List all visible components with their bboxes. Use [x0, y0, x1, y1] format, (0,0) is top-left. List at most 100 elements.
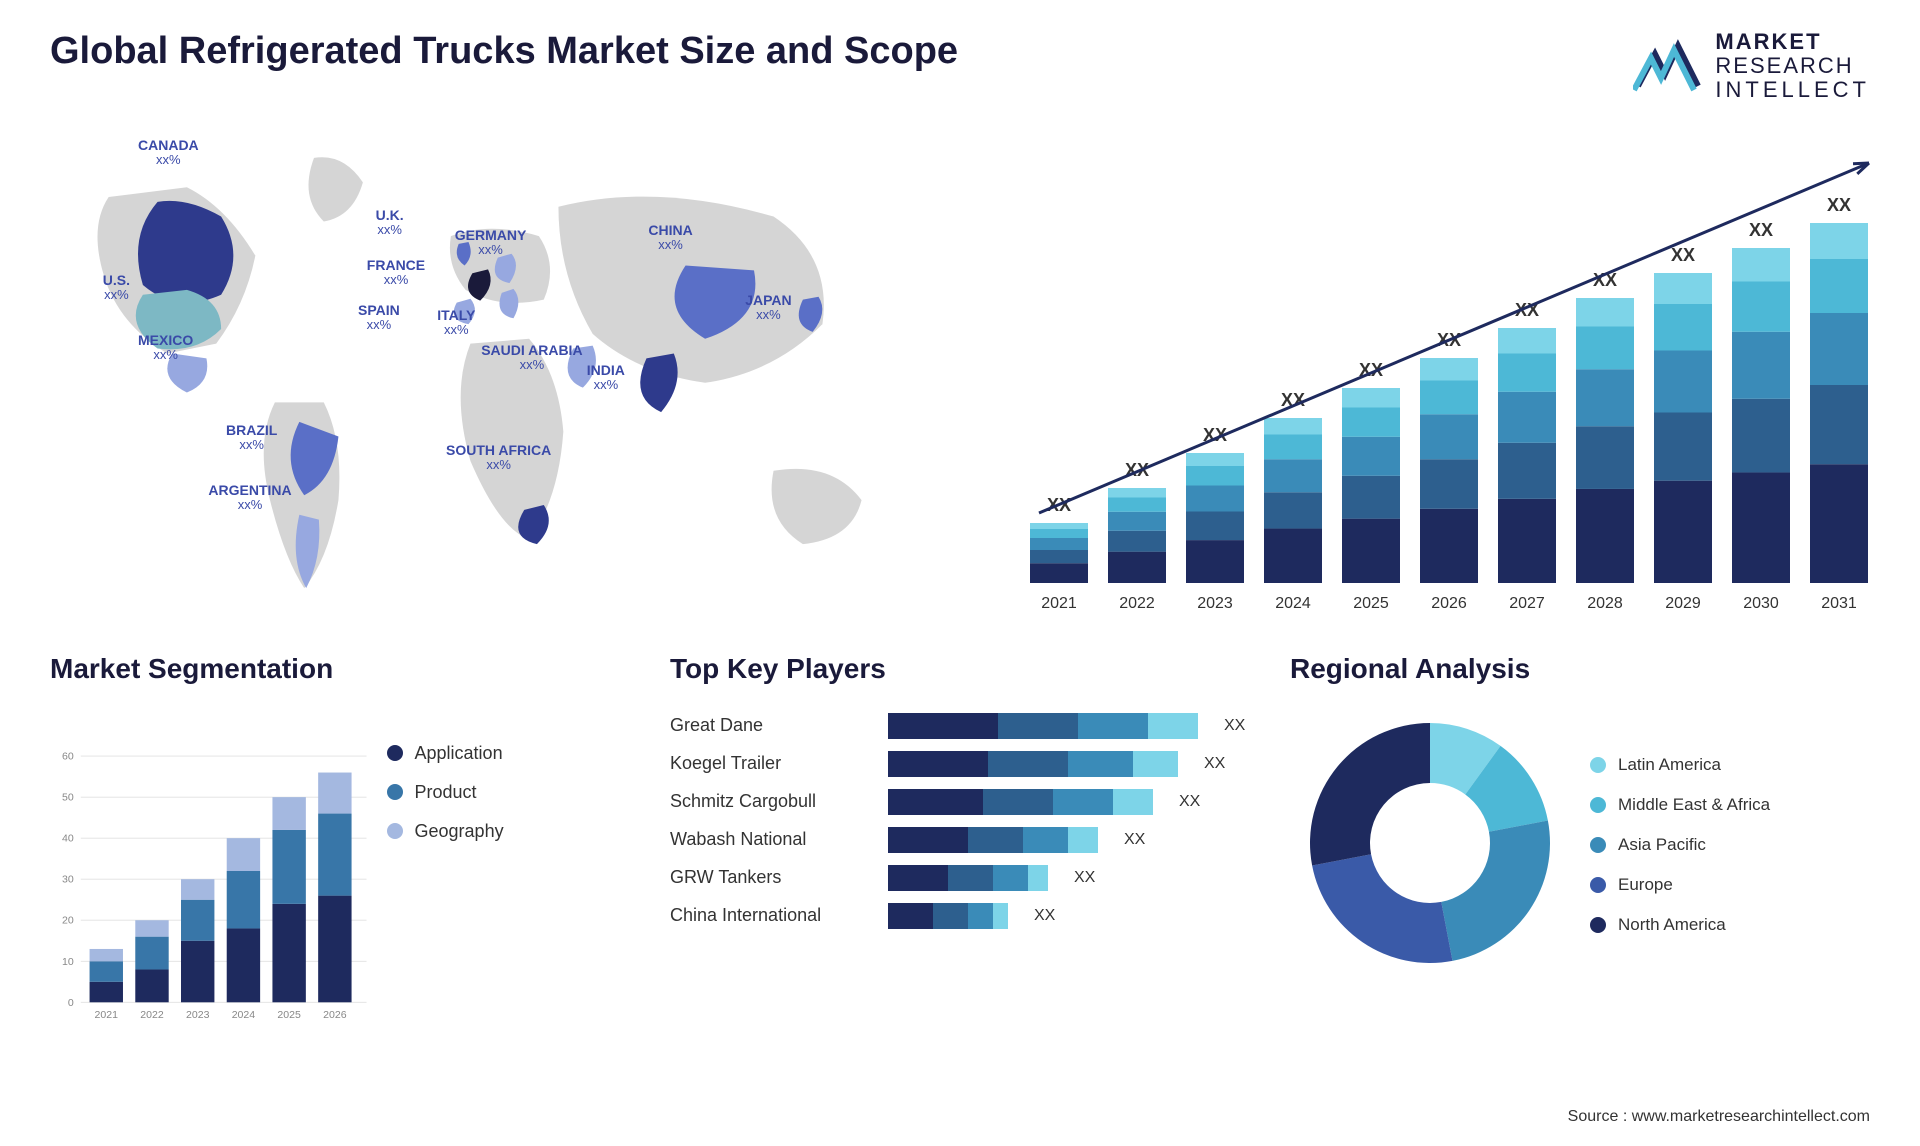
- legend-dot: [1590, 917, 1606, 933]
- page-title: Global Refrigerated Trucks Market Size a…: [50, 30, 958, 73]
- legend-label: North America: [1618, 915, 1726, 935]
- svg-text:2025: 2025: [277, 1009, 301, 1021]
- segmentation-title: Market Segmentation: [50, 653, 630, 685]
- svg-text:0: 0: [68, 996, 74, 1008]
- growth-chart: XX2021XX2022XX2023XX2024XX2025XX2026XX20…: [990, 123, 1870, 623]
- segmentation-chart: 0102030405060202120222023202420252026: [50, 703, 367, 1073]
- segmentation-legend: ApplicationProductGeography: [387, 703, 630, 1073]
- map-label: GERMANYxx%: [455, 228, 527, 258]
- legend-item: Product: [387, 782, 630, 803]
- svg-text:2023: 2023: [186, 1009, 210, 1021]
- svg-text:2022: 2022: [140, 1009, 164, 1021]
- svg-text:2031: 2031: [1821, 595, 1857, 612]
- svg-text:10: 10: [62, 955, 74, 967]
- player-row: Great Dane XX: [670, 713, 1250, 739]
- svg-text:XX: XX: [1827, 195, 1851, 215]
- player-name: Wabash National: [670, 829, 870, 850]
- player-row: Wabash National XX: [670, 827, 1250, 853]
- player-row: Schmitz Cargobull XX: [670, 789, 1250, 815]
- legend-dot: [1590, 837, 1606, 853]
- svg-text:50: 50: [62, 791, 74, 803]
- map-label: ARGENTINAxx%: [208, 483, 291, 513]
- map-label: U.S.xx%: [103, 273, 130, 303]
- player-row: China International XX: [670, 903, 1250, 929]
- svg-text:20: 20: [62, 914, 74, 926]
- player-name: China International: [670, 905, 870, 926]
- player-value: XX: [1074, 869, 1095, 887]
- legend-label: Asia Pacific: [1618, 835, 1706, 855]
- legend-item: Application: [387, 743, 630, 764]
- svg-text:40: 40: [62, 832, 74, 844]
- player-name: Schmitz Cargobull: [670, 791, 870, 812]
- legend-dot: [1590, 797, 1606, 813]
- legend-dot: [387, 784, 403, 800]
- source-text: Source : www.marketresearchintellect.com: [1568, 1108, 1870, 1126]
- svg-text:2029: 2029: [1665, 595, 1701, 612]
- regional-legend: Latin AmericaMiddle East & AfricaAsia Pa…: [1590, 755, 1770, 935]
- player-value: XX: [1179, 793, 1200, 811]
- map-label: SAUDI ARABIAxx%: [481, 343, 582, 373]
- player-value: XX: [1204, 755, 1225, 773]
- map-label: JAPANxx%: [745, 293, 791, 323]
- svg-text:2025: 2025: [1353, 595, 1389, 612]
- map-label: SPAINxx%: [358, 303, 400, 333]
- svg-text:2023: 2023: [1197, 595, 1233, 612]
- player-value: XX: [1224, 717, 1245, 735]
- players-title: Top Key Players: [670, 653, 1250, 685]
- legend-label: Europe: [1618, 875, 1673, 895]
- svg-text:30: 30: [62, 873, 74, 885]
- regional-panel: Regional Analysis Latin AmericaMiddle Ea…: [1290, 653, 1870, 1073]
- legend-item: North America: [1590, 915, 1770, 935]
- svg-text:2021: 2021: [1041, 595, 1077, 612]
- svg-text:60: 60: [62, 750, 74, 762]
- map-label: CANADAxx%: [138, 138, 199, 168]
- svg-text:XX: XX: [1125, 460, 1149, 480]
- player-name: Koegel Trailer: [670, 753, 870, 774]
- map-label: BRAZILxx%: [226, 423, 277, 453]
- brand-logo: MARKET RESEARCH INTELLECT: [1633, 30, 1870, 103]
- players-panel: Top Key Players Great DaneXXKoegel Trail…: [670, 653, 1250, 1073]
- svg-text:2026: 2026: [1431, 595, 1467, 612]
- legend-item: Europe: [1590, 875, 1770, 895]
- legend-item: Latin America: [1590, 755, 1770, 775]
- map-label: MEXICOxx%: [138, 333, 193, 363]
- world-map: [50, 123, 930, 623]
- svg-text:2028: 2028: [1587, 595, 1623, 612]
- world-map-panel: CANADAxx% U.S.xx% MEXICOxx% BRAZILxx% ARGENT…: [50, 123, 930, 623]
- legend-label: Product: [415, 782, 477, 803]
- regional-donut: [1290, 703, 1570, 983]
- svg-text:2030: 2030: [1743, 595, 1779, 612]
- map-label: U.K.xx%: [376, 208, 404, 238]
- player-value: XX: [1124, 831, 1145, 849]
- legend-dot: [387, 823, 403, 839]
- map-label: ITALYxx%: [437, 308, 475, 338]
- map-label: INDIAxx%: [587, 363, 625, 393]
- player-value: XX: [1034, 907, 1055, 925]
- svg-text:2026: 2026: [323, 1009, 347, 1021]
- player-bar: [888, 713, 1198, 739]
- players-chart: Great DaneXXKoegel TrailerXXSchmitz Carg…: [670, 703, 1250, 929]
- svg-text:2024: 2024: [232, 1009, 256, 1021]
- player-name: GRW Tankers: [670, 867, 870, 888]
- legend-label: Latin America: [1618, 755, 1721, 775]
- logo-line3: INTELLECT: [1715, 78, 1870, 102]
- legend-item: Asia Pacific: [1590, 835, 1770, 855]
- legend-label: Application: [415, 743, 503, 764]
- segmentation-panel: Market Segmentation 01020304050602021202…: [50, 653, 630, 1073]
- svg-text:2024: 2024: [1275, 595, 1311, 612]
- map-label: SOUTH AFRICAxx%: [446, 443, 551, 473]
- player-row: Koegel Trailer XX: [670, 751, 1250, 777]
- map-label: FRANCExx%: [367, 258, 425, 288]
- player-row: GRW Tankers XX: [670, 865, 1250, 891]
- svg-text:2027: 2027: [1509, 595, 1545, 612]
- logo-line2: RESEARCH: [1715, 54, 1870, 78]
- legend-dot: [1590, 757, 1606, 773]
- player-bar: [888, 827, 1098, 853]
- player-bar: [888, 865, 1048, 891]
- player-name: Great Dane: [670, 715, 870, 736]
- map-label: CHINAxx%: [648, 223, 692, 253]
- legend-dot: [1590, 877, 1606, 893]
- svg-text:2022: 2022: [1119, 595, 1155, 612]
- svg-text:XX: XX: [1749, 220, 1773, 240]
- logo-line1: MARKET: [1715, 30, 1870, 54]
